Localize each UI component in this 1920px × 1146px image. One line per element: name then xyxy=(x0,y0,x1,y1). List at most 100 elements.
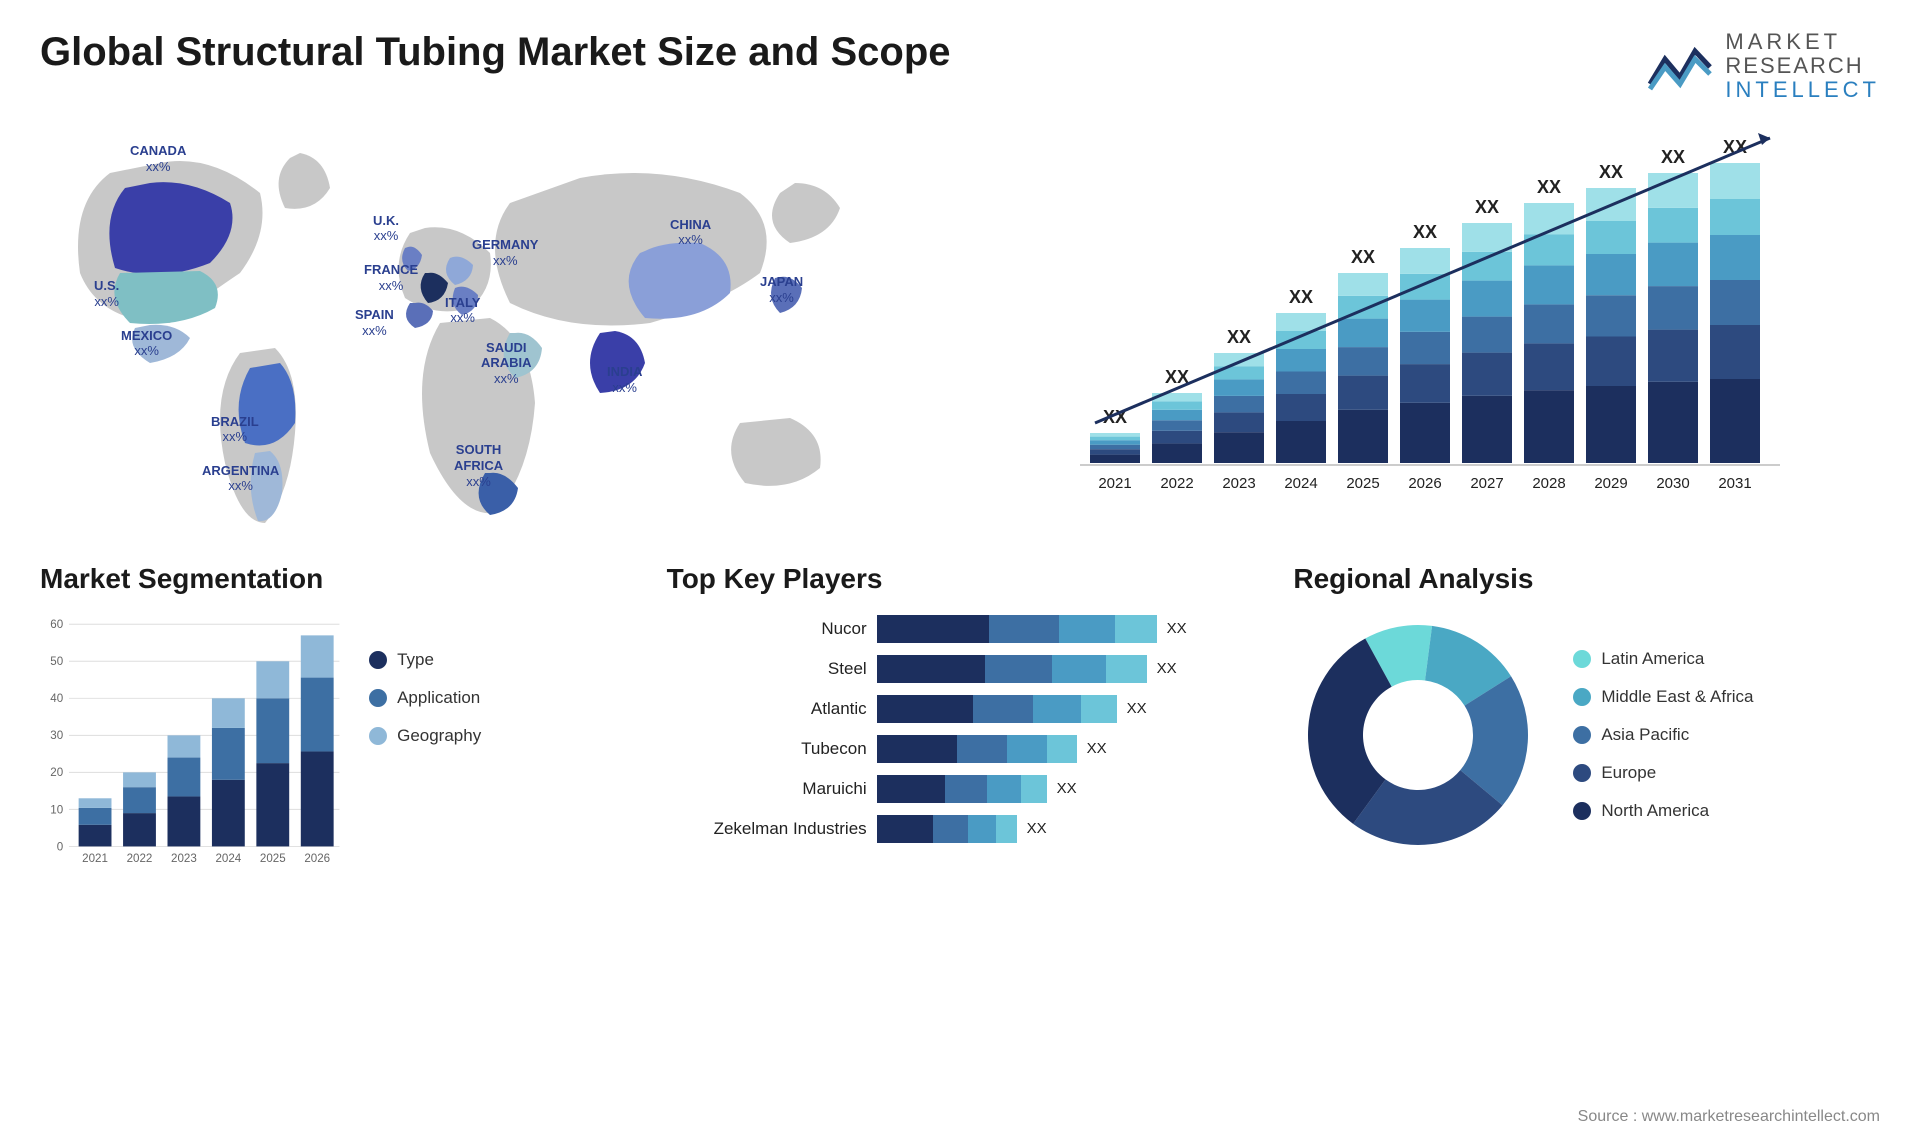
seg-bar-2025-1 xyxy=(256,698,289,763)
forecast-year-2023: 2023 xyxy=(1222,475,1255,492)
forecast-bar-2028-seg2 xyxy=(1524,304,1574,343)
regional-legend: Latin America Middle East & Africa Asia Pa… xyxy=(1573,649,1753,821)
player-bar-seg xyxy=(1047,735,1077,763)
forecast-bar-2029-seg3 xyxy=(1586,254,1636,295)
map-label-saudi-arabia: SAUDIARABIAxx% xyxy=(481,340,532,387)
map-label-south-africa: SOUTHAFRICAxx% xyxy=(454,442,503,489)
regional-legend-asia-pacific: Asia Pacific xyxy=(1573,725,1753,745)
forecast-bar-2029-seg1 xyxy=(1586,336,1636,386)
player-value: XX xyxy=(1167,620,1187,637)
forecast-bar-2025-seg3 xyxy=(1338,318,1388,347)
svg-text:2026: 2026 xyxy=(304,852,330,864)
map-label-france: FRANCExx% xyxy=(364,262,418,293)
seg-bar-2024-2 xyxy=(212,698,245,728)
regional-legend-north-america: North America xyxy=(1573,801,1753,821)
legend-dot xyxy=(1573,688,1591,706)
forecast-bar-2022-seg0 xyxy=(1152,443,1202,463)
forecast-bar-2021-seg4 xyxy=(1090,436,1140,440)
map-label-argentina: ARGENTINAxx% xyxy=(202,463,279,494)
logo-icon xyxy=(1645,39,1715,94)
forecast-value-2030: XX xyxy=(1661,147,1685,167)
player-bar xyxy=(877,775,1047,803)
forecast-value-2024: XX xyxy=(1289,287,1313,307)
regional-legend-latin-america: Latin America xyxy=(1573,649,1753,669)
segmentation-chart: 0102030405060202120222023202420252026 xyxy=(40,610,349,880)
player-bar-seg xyxy=(877,615,989,643)
forecast-year-2031: 2031 xyxy=(1718,475,1751,492)
seg-bar-2026-2 xyxy=(301,635,334,677)
forecast-bar-2025-seg2 xyxy=(1338,347,1388,376)
world-map: CANADAxx%U.S.xx%MEXICOxx%BRAZILxx%ARGENT… xyxy=(40,123,940,533)
regional-title: Regional Analysis xyxy=(1293,563,1880,595)
map-label-china: CHINAxx% xyxy=(670,217,711,248)
forecast-bar-2026-seg0 xyxy=(1400,402,1450,462)
seg-bar-2024-1 xyxy=(212,727,245,779)
forecast-bar-2025-seg1 xyxy=(1338,375,1388,409)
forecast-year-2028: 2028 xyxy=(1532,475,1565,492)
forecast-bar-2026-seg2 xyxy=(1400,331,1450,363)
seg-bar-2022-1 xyxy=(123,787,156,813)
legend-label: Middle East & Africa xyxy=(1601,687,1753,707)
map-label-u-k-: U.K.xx% xyxy=(373,213,399,244)
player-label-zekelman-industries: Zekelman Industries xyxy=(667,815,867,843)
seg-bar-2022-2 xyxy=(123,772,156,787)
forecast-bar-2031-seg5 xyxy=(1710,163,1760,199)
regional-panel: Regional Analysis Latin America Middle Ea… xyxy=(1293,563,1880,880)
player-bar-row: XX xyxy=(877,775,1254,803)
player-label-maruichi: Maruichi xyxy=(667,775,867,803)
map-label-spain: SPAINxx% xyxy=(355,307,394,338)
svg-text:30: 30 xyxy=(50,730,63,742)
segmentation-panel: Market Segmentation 01020304050602021202… xyxy=(40,563,627,880)
regional-legend-europe: Europe xyxy=(1573,763,1753,783)
map-label-brazil: BRAZILxx% xyxy=(211,414,259,445)
forecast-bar-2024-seg2 xyxy=(1276,371,1326,394)
segmentation-legend: TypeApplicationGeography xyxy=(369,610,627,880)
forecast-value-2026: XX xyxy=(1413,222,1437,242)
forecast-bar-2027-seg1 xyxy=(1462,352,1512,395)
player-bar-seg xyxy=(973,695,1033,723)
player-bar-row: XX xyxy=(877,695,1254,723)
legend-dot xyxy=(369,651,387,669)
seg-bar-2026-1 xyxy=(301,677,334,751)
forecast-year-2030: 2030 xyxy=(1656,475,1689,492)
logo-text-3: INTELLECT xyxy=(1725,78,1880,102)
player-label-tubecon: Tubecon xyxy=(667,735,867,763)
legend-dot xyxy=(1573,726,1591,744)
forecast-bar-2024-seg4 xyxy=(1276,331,1326,349)
player-bar-seg xyxy=(1052,655,1106,683)
seg-bar-2026-0 xyxy=(301,751,334,846)
svg-text:60: 60 xyxy=(50,619,63,631)
svg-text:50: 50 xyxy=(50,656,63,668)
players-panel: Top Key Players NucorSteelAtlanticTubeco… xyxy=(667,563,1254,880)
seg-legend-application: Application xyxy=(369,688,627,708)
forecast-year-2021: 2021 xyxy=(1098,475,1131,492)
player-bar-seg xyxy=(1033,695,1081,723)
forecast-bar-2030-seg0 xyxy=(1648,381,1698,462)
forecast-bar-2030-seg2 xyxy=(1648,286,1698,330)
forecast-year-2027: 2027 xyxy=(1470,475,1503,492)
forecast-bar-2026-seg1 xyxy=(1400,364,1450,403)
player-bar-seg xyxy=(877,655,985,683)
player-bar-seg xyxy=(1081,695,1117,723)
forecast-bar-2031-seg0 xyxy=(1710,379,1760,463)
map-label-u-s-: U.S.xx% xyxy=(94,278,119,309)
logo: MARKET RESEARCH INTELLECT xyxy=(1645,30,1880,103)
seg-bar-2021-2 xyxy=(79,798,112,808)
forecast-year-2022: 2022 xyxy=(1160,475,1193,492)
forecast-bar-2025-seg0 xyxy=(1338,409,1388,462)
map-label-india: INDIAxx% xyxy=(607,364,642,395)
forecast-bar-2024-seg3 xyxy=(1276,349,1326,372)
forecast-bar-2027-seg2 xyxy=(1462,316,1512,352)
player-value: XX xyxy=(1087,740,1107,757)
player-bar-seg xyxy=(877,695,973,723)
player-value: XX xyxy=(1157,660,1177,677)
svg-text:20: 20 xyxy=(50,767,63,779)
seg-bar-2025-2 xyxy=(256,661,289,698)
map-label-japan: JAPANxx% xyxy=(760,274,803,305)
forecast-bar-2026-seg3 xyxy=(1400,299,1450,331)
player-label-atlantic: Atlantic xyxy=(667,695,867,723)
svg-text:40: 40 xyxy=(50,693,63,705)
legend-label: Europe xyxy=(1601,763,1656,783)
seg-bar-2024-0 xyxy=(212,779,245,846)
players-title: Top Key Players xyxy=(667,563,1254,595)
